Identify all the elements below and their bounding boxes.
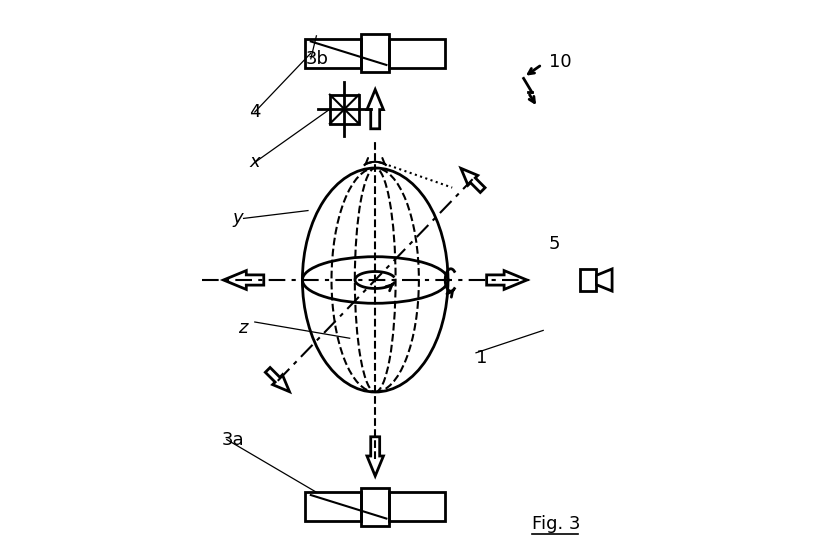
Polygon shape: [461, 169, 485, 193]
Bar: [361, 34, 389, 72]
Bar: [361, 488, 389, 526]
Polygon shape: [223, 270, 264, 290]
Text: z: z: [238, 319, 248, 337]
Bar: [305, 39, 361, 68]
Text: 1: 1: [476, 349, 487, 367]
Polygon shape: [265, 367, 290, 391]
Text: 10: 10: [549, 53, 571, 71]
Text: x: x: [249, 153, 260, 171]
Text: 5: 5: [549, 235, 560, 253]
Polygon shape: [596, 269, 612, 291]
Text: y: y: [233, 209, 243, 227]
Bar: [305, 492, 361, 521]
Bar: [330, 95, 359, 124]
Polygon shape: [367, 90, 383, 129]
Text: 3a: 3a: [221, 431, 244, 449]
Bar: [580, 269, 596, 291]
Text: 3b: 3b: [305, 50, 328, 68]
Polygon shape: [486, 270, 527, 290]
Bar: [389, 492, 445, 521]
Text: Fig. 3: Fig. 3: [532, 515, 580, 533]
Polygon shape: [367, 437, 383, 476]
Text: 4: 4: [249, 103, 260, 121]
Bar: [389, 39, 445, 68]
